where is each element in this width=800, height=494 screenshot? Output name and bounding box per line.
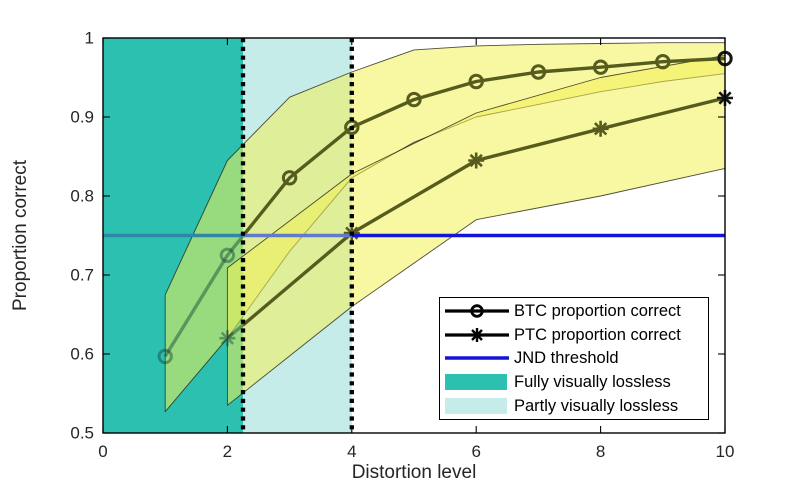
btc-data-point-marker: [157, 348, 173, 365]
btc-data-point-marker: [406, 91, 422, 108]
x-tick-label: 0: [98, 442, 107, 461]
ptc-line-asterisk-sample-icon: [440, 325, 514, 345]
y-tick-label: 0.7: [70, 266, 94, 285]
btc-data-point-marker: [219, 247, 236, 264]
btc-curve: [241, 56, 726, 237]
y-tick-label: 1: [85, 29, 94, 48]
legend-row-fully-lossless: Fully visually lossless: [440, 371, 708, 394]
legend-row-partly-lossless: Partly visually lossless: [440, 394, 708, 417]
legend-row-ptc: PTC proportion correct: [440, 323, 708, 346]
ptc-data-point-marker: [592, 120, 609, 137]
btc-data-point-marker: [530, 64, 547, 80]
btc-line-circle-sample-icon: [440, 301, 514, 321]
y-axis-label: Proportion correct: [10, 159, 31, 311]
btc-data-point-marker: [592, 59, 609, 75]
btc-data-point-marker: [281, 170, 298, 186]
ptc-data-point-marker: [468, 152, 485, 169]
legend-row-btc: BTC proportion correct: [440, 300, 708, 323]
fully-lossless-swatch-icon: [440, 372, 514, 392]
x-tick-label: 10: [716, 442, 735, 461]
y-tick-label: 0.6: [70, 345, 94, 364]
legend-label-partly-lossless: Partly visually lossless: [514, 396, 679, 415]
btc-data-point-marker: [655, 54, 671, 70]
x-axis-label: Distortion level: [352, 462, 477, 483]
ptc-curve-ghost-segment: [226, 323, 245, 340]
x-tick-label: 2: [223, 442, 232, 461]
y-tick-label: 0.5: [70, 424, 94, 443]
legend-label-fully-lossless: Fully visually lossless: [514, 372, 671, 391]
legend-label-ptc: PTC proportion correct: [514, 325, 681, 344]
legend-label-jnd: JND threshold: [514, 349, 619, 368]
x-tick-label: 6: [471, 442, 480, 461]
legend-label-btc: BTC proportion correct: [514, 301, 681, 320]
btc-curve-ghost-segment: [163, 234, 245, 358]
partly-lossless-swatch-icon: [440, 396, 514, 416]
y-tick-label: 0.8: [70, 187, 94, 206]
btc-data-point-marker: [468, 73, 484, 90]
legend-row-jnd: JND threshold: [440, 347, 708, 370]
y-tick-label: 0.9: [70, 108, 94, 127]
ptc-data-point-marker: [219, 330, 236, 347]
legend-box: BTC proportion correct PTC proportion co…: [439, 297, 709, 420]
x-tick-label: 4: [347, 442, 356, 461]
jnd-line-sample-icon: [440, 348, 514, 368]
axes-frame: [102, 37, 726, 434]
x-tick-label: 8: [596, 442, 605, 461]
